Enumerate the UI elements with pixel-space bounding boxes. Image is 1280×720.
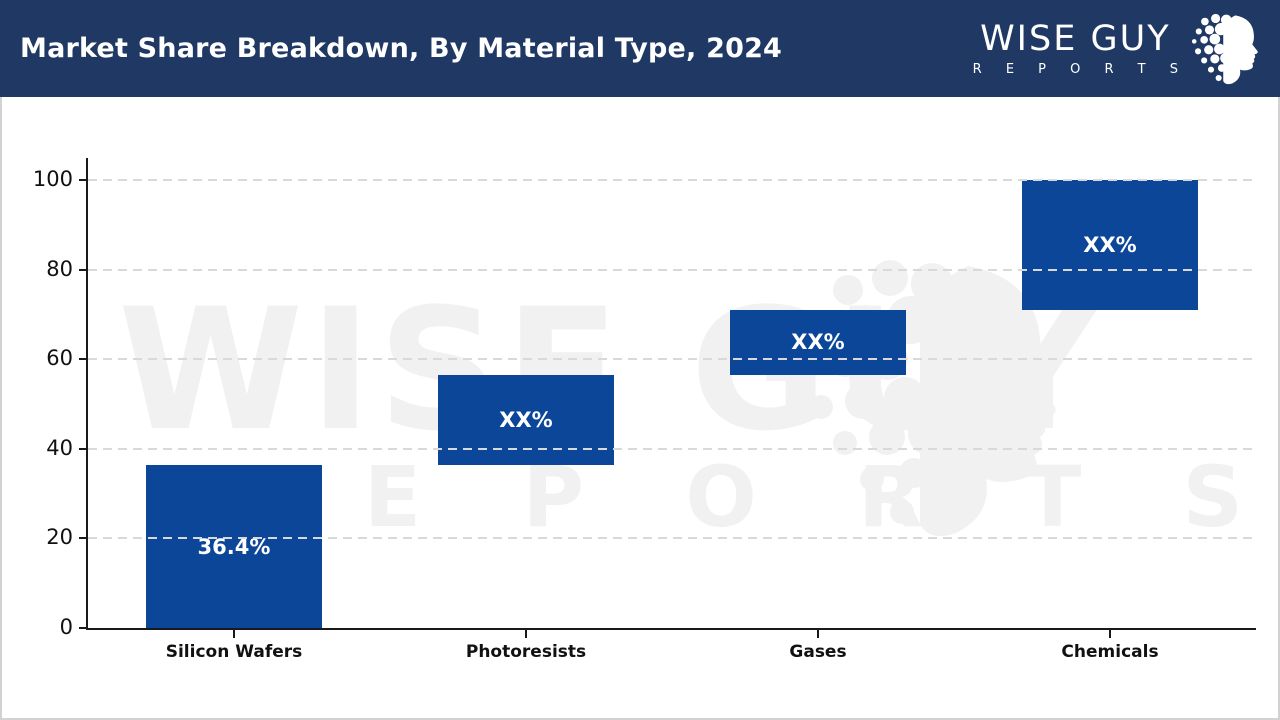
- y-tick-mark: [79, 537, 88, 540]
- bar-value-label: XX%: [499, 407, 553, 432]
- y-tick-mark: [79, 627, 88, 629]
- y-tick-mark: [79, 358, 88, 361]
- x-tick-mark: [817, 630, 819, 638]
- y-tick-label: 0: [59, 615, 73, 639]
- y-tick-label: 80: [46, 256, 73, 281]
- y-tick-label: 20: [46, 525, 73, 550]
- x-tick-mark: [525, 630, 527, 638]
- bar-value-label: XX%: [1083, 233, 1137, 258]
- logo-face-icon: [1191, 13, 1258, 84]
- y-axis-line: [86, 158, 88, 630]
- y-tick-mark: [79, 179, 88, 182]
- y-gridline: [88, 268, 1256, 271]
- bar-silicon-wafers: 36.4%: [146, 465, 322, 628]
- logo-wordmark-block: WISE GUY R E P O R T S: [963, 18, 1188, 77]
- watermark-subtext: R E P O R T S: [198, 448, 1279, 546]
- y-tick-label: 60: [46, 346, 73, 371]
- header-bar: Market Share Breakdown, By Material Type…: [0, 0, 1280, 97]
- x-category-label: Silicon Wafers: [165, 642, 303, 662]
- x-tick-mark: [1109, 630, 1111, 638]
- x-category-label: Photoresists: [465, 642, 587, 662]
- chart-title: Market Share Breakdown, By Material Type…: [20, 33, 783, 64]
- y-gridline: [88, 537, 1256, 540]
- y-gridline: [88, 179, 1256, 182]
- bar-photoresists: XX%: [438, 374, 614, 466]
- bar-value-label: XX%: [791, 330, 845, 355]
- x-category-label: Gases: [789, 642, 847, 662]
- x-category-label: Chemicals: [1061, 642, 1159, 662]
- y-gridline: [88, 358, 1256, 361]
- watermark-face-icon: [797, 260, 1056, 536]
- y-tick-mark: [79, 447, 88, 450]
- y-tick-label: 100: [32, 167, 73, 192]
- x-axis-line: [86, 628, 1256, 630]
- x-tick-mark: [233, 630, 235, 638]
- y-tick-mark: [79, 268, 88, 271]
- plot-area: 0 20 40 60 80 100 36.4% Silicon Wafers XX% Photor…: [0, 97, 1280, 720]
- bar-gases: XX%: [730, 310, 906, 375]
- y-tick-label: 40: [46, 435, 73, 460]
- logo-subtext: R E P O R T S: [972, 61, 1188, 77]
- bar-chemicals: XX%: [1022, 180, 1198, 311]
- logo: WISE GUY R E P O R T S: [963, 9, 1280, 89]
- y-gridline: [88, 447, 1256, 450]
- logo-wordmark: WISE GUY: [980, 18, 1171, 59]
